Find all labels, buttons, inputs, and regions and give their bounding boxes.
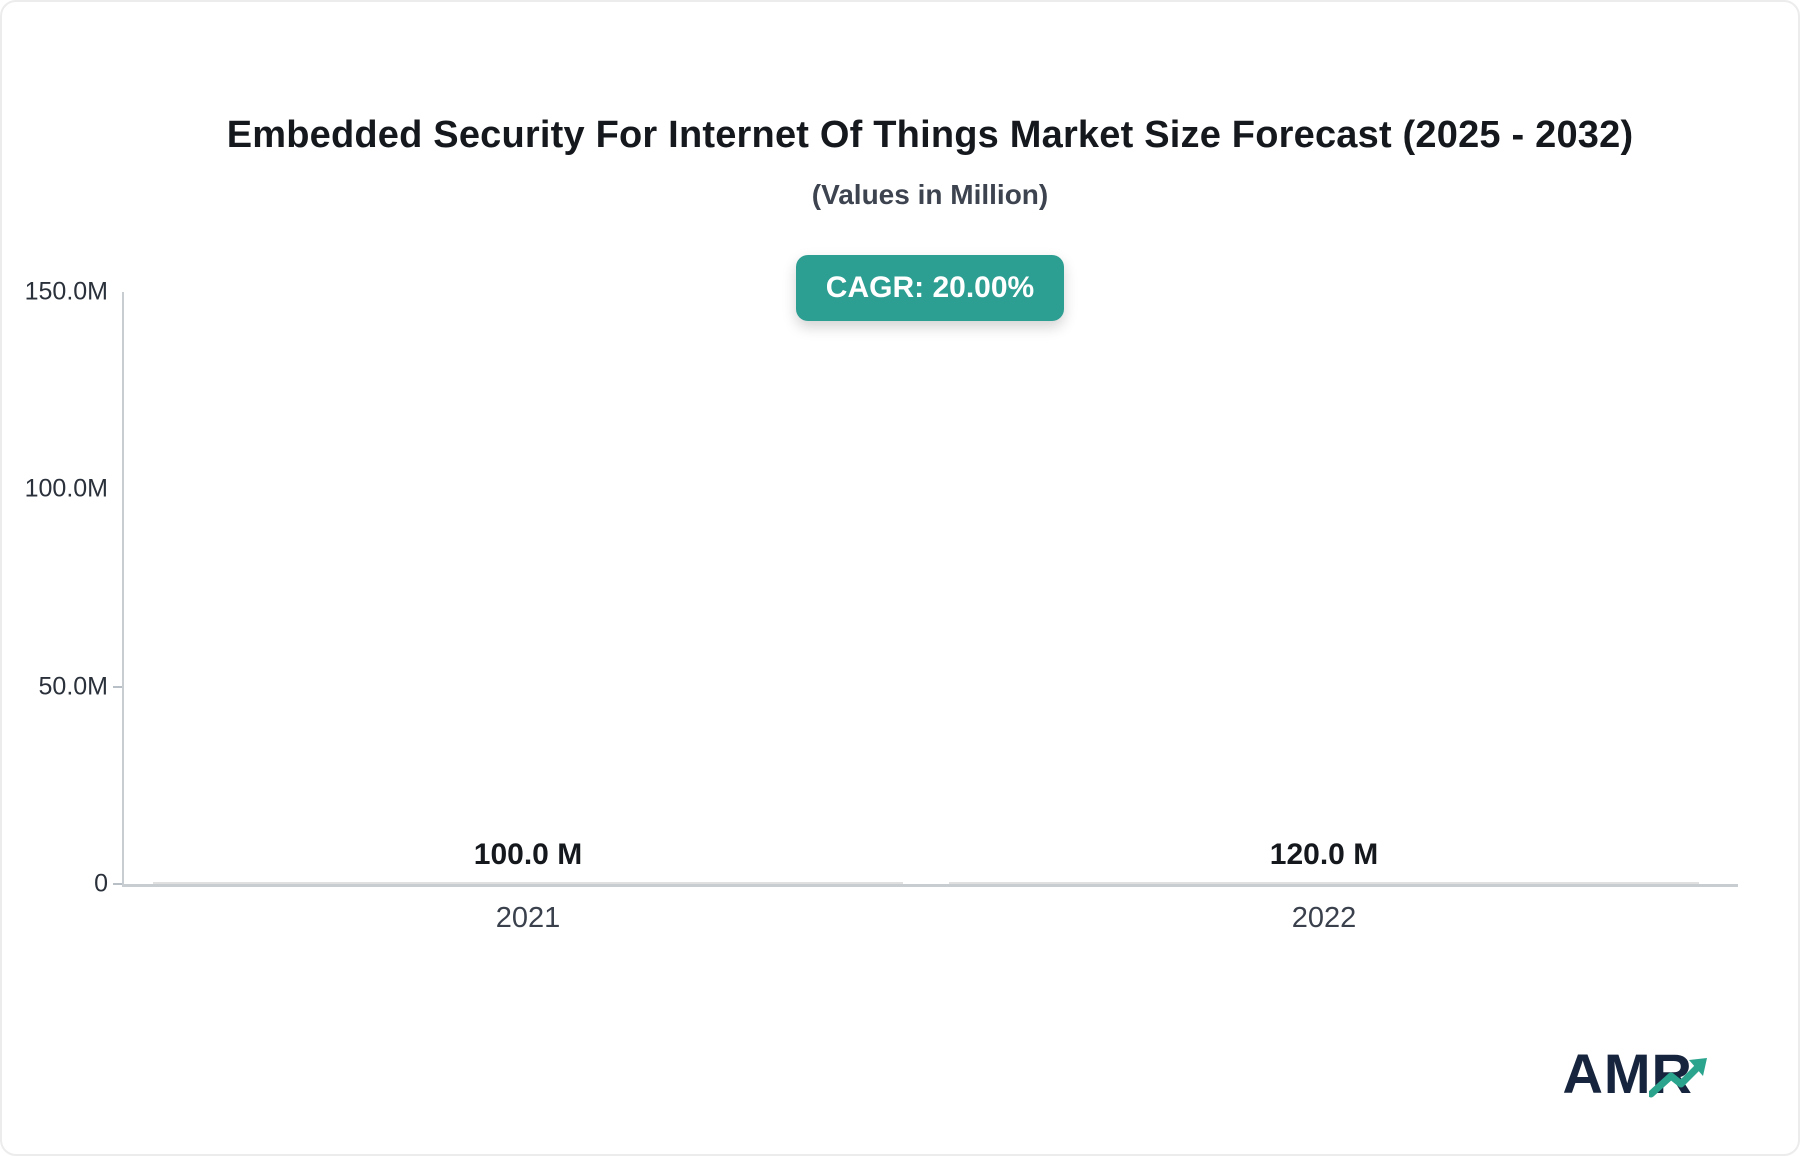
bar-2021: 100.0 M: [153, 838, 903, 884]
y-axis-tick-label: 50.0M: [38, 672, 108, 701]
amr-logo: AMR: [1562, 1046, 1707, 1102]
bar-2022: 120.0 M: [949, 838, 1699, 884]
plot-area: 150.0M 100.0M 50.0M 0 100.0 M 2021 120.0…: [25, 278, 1738, 934]
x-axis-tick-label: 2021: [495, 902, 561, 934]
y-axis-tick-label: 150.0M: [24, 277, 108, 306]
y-axis-tick-label: 100.0M: [24, 474, 108, 503]
bar-value-label: 100.0 M: [473, 838, 583, 871]
y-axis-tick-label: 0: [94, 869, 108, 898]
bar-value-label: 120.0 M: [1269, 838, 1379, 871]
y-axis-tick-mark: [113, 685, 122, 688]
chart-subtitle: (Values in Million): [811, 179, 1049, 210]
chart-header: Embedded Security For Internet Of Things…: [122, 2, 1738, 321]
x-axis-tick-label: 2022: [1291, 902, 1357, 934]
trend-arrow-icon: [1649, 1058, 1707, 1098]
cagr-badge: CAGR: 20.00%: [795, 255, 1065, 321]
y-axis-tick-mark: [113, 883, 122, 885]
chart-title: Embedded Security For Internet Of Things…: [226, 114, 1634, 156]
